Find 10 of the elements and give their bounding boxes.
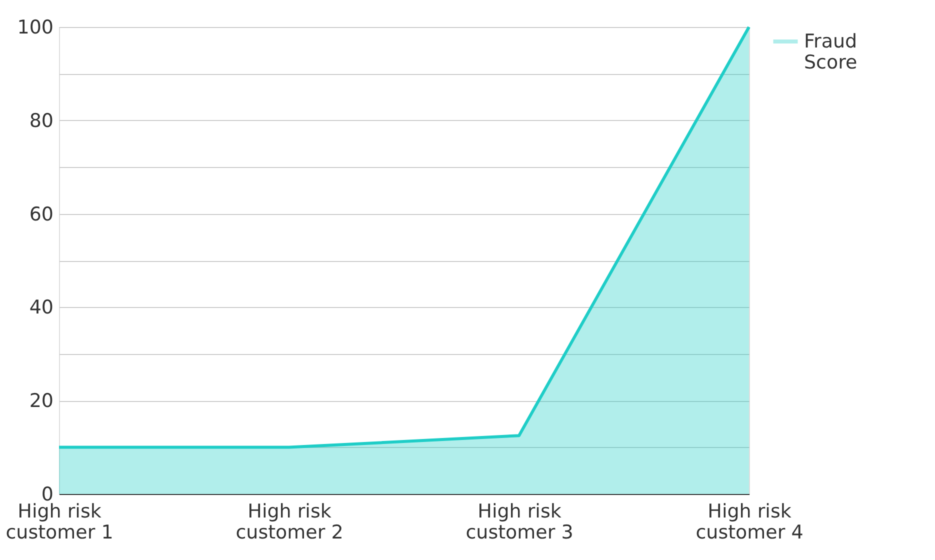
x-tick-label: High risk customer 4 bbox=[696, 500, 804, 544]
y-tick-label: 40 bbox=[29, 296, 54, 319]
y-tick-label: 20 bbox=[29, 390, 54, 412]
x-tick-label: High risk customer 1 bbox=[6, 500, 114, 544]
x-tick-label: High risk customer 2 bbox=[236, 500, 344, 544]
y-tick-label: 60 bbox=[29, 203, 54, 226]
x-tick-label: High risk customer 3 bbox=[466, 500, 574, 544]
legend-label: Fraud Score bbox=[804, 30, 858, 74]
y-tick-label: 80 bbox=[29, 110, 54, 132]
y-tick-label: 100 bbox=[17, 16, 54, 38]
